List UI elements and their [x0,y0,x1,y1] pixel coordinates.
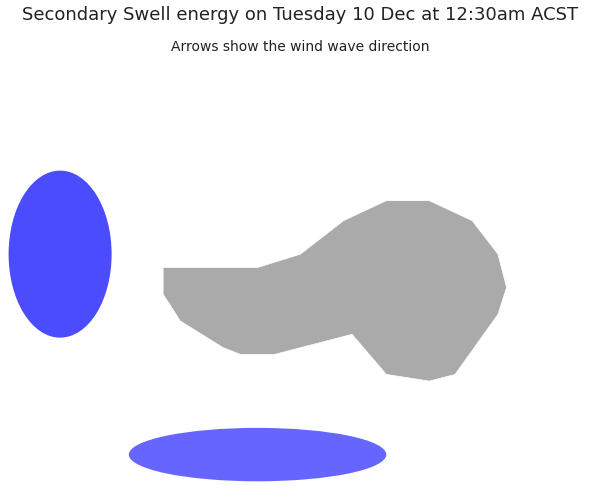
Text: Secondary Swell energy on Tuesday 10 Dec at 12:30am ACST: Secondary Swell energy on Tuesday 10 Dec… [22,6,579,23]
Ellipse shape [8,171,112,338]
Text: Arrows show the wind wave direction: Arrows show the wind wave direction [171,40,430,54]
Polygon shape [163,201,507,381]
Ellipse shape [129,428,386,481]
